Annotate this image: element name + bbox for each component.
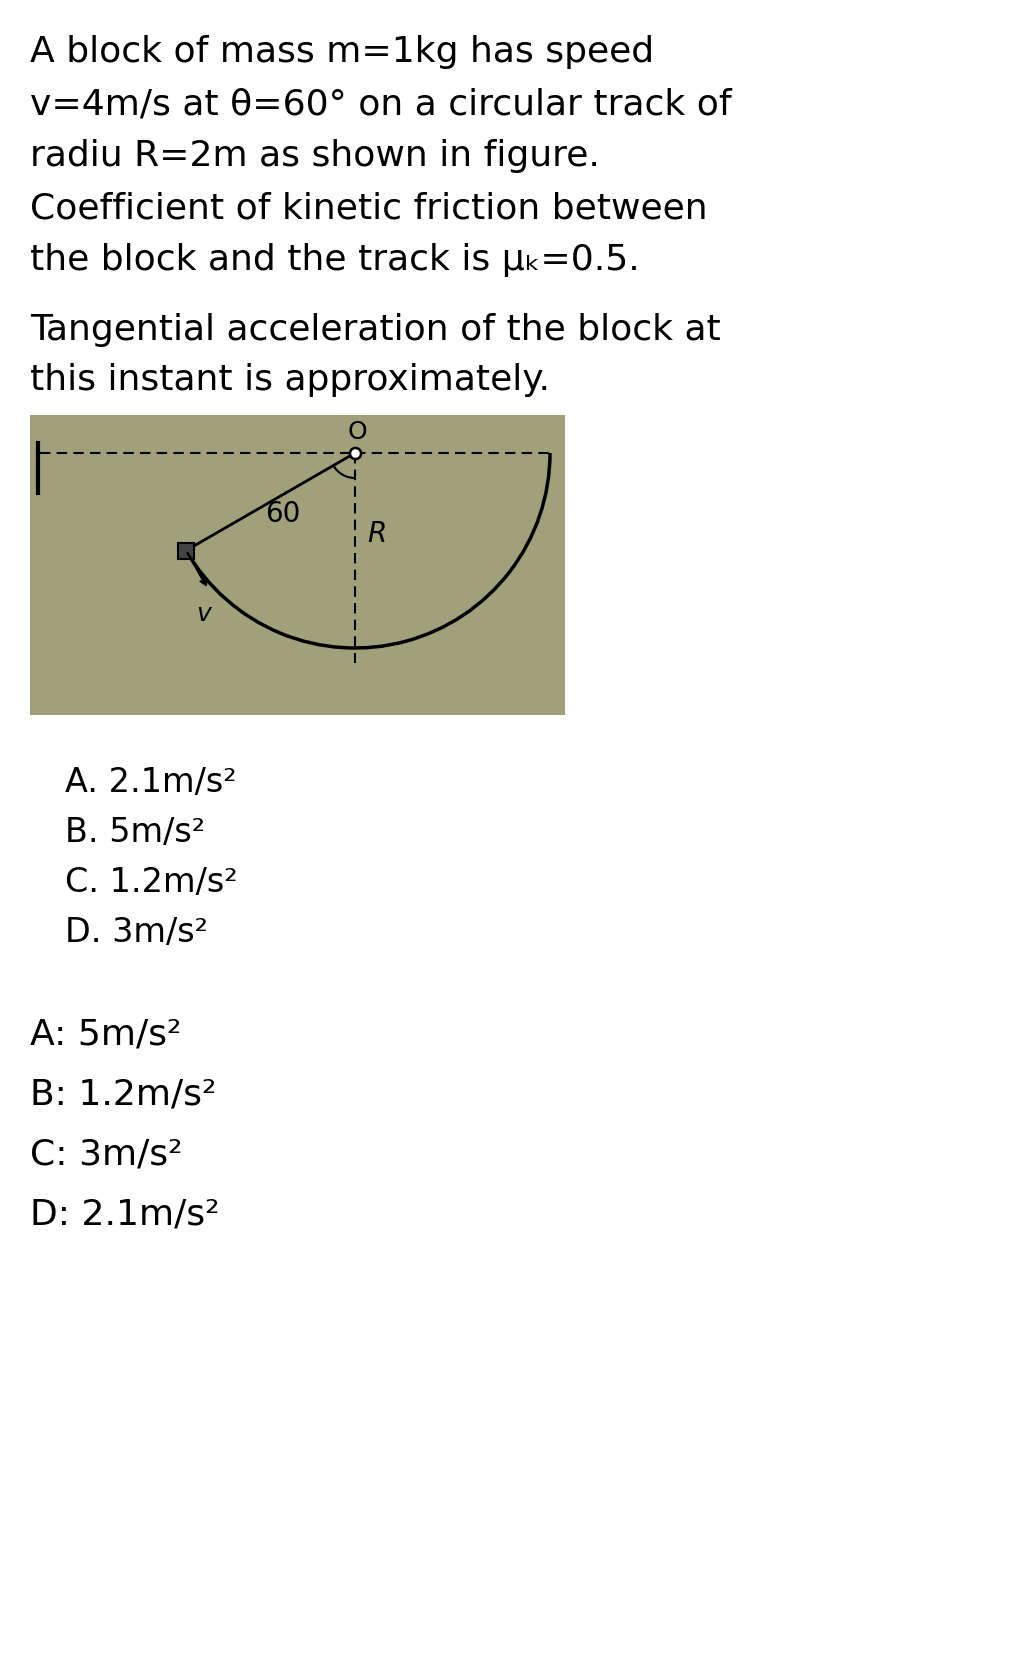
Text: D. 3m/s²: D. 3m/s²	[65, 915, 208, 948]
Text: v=4m/s at θ=60° on a circular track of: v=4m/s at θ=60° on a circular track of	[30, 88, 731, 121]
Text: R: R	[367, 520, 386, 548]
Text: A: 5m/s²: A: 5m/s²	[30, 1016, 181, 1051]
Text: v: v	[197, 601, 211, 626]
Text: Tangential acceleration of the block at: Tangential acceleration of the block at	[30, 313, 721, 346]
Bar	[178, 543, 195, 558]
Text: B. 5m/s²: B. 5m/s²	[65, 815, 205, 848]
Text: Coefficient of kinetic friction between: Coefficient of kinetic friction between	[30, 191, 708, 225]
Text: 60: 60	[265, 500, 300, 527]
Text: O: O	[347, 419, 367, 444]
Bar	[30, 416, 565, 716]
Text: the block and the track is μₖ=0.5.: the block and the track is μₖ=0.5.	[30, 244, 640, 277]
Text: C: 3m/s²: C: 3m/s²	[30, 1137, 182, 1170]
Text: B: 1.2m/s²: B: 1.2m/s²	[30, 1077, 216, 1110]
Text: A block of mass m=1kg has speed: A block of mass m=1kg has speed	[30, 35, 654, 70]
Text: D: 2.1m/s²: D: 2.1m/s²	[30, 1196, 219, 1229]
Text: radiu R=2m as shown in figure.: radiu R=2m as shown in figure.	[30, 139, 600, 172]
Text: A. 2.1m/s²: A. 2.1m/s²	[65, 766, 237, 799]
Text: C. 1.2m/s²: C. 1.2m/s²	[65, 865, 238, 898]
Text: this instant is approximately.: this instant is approximately.	[30, 363, 550, 396]
